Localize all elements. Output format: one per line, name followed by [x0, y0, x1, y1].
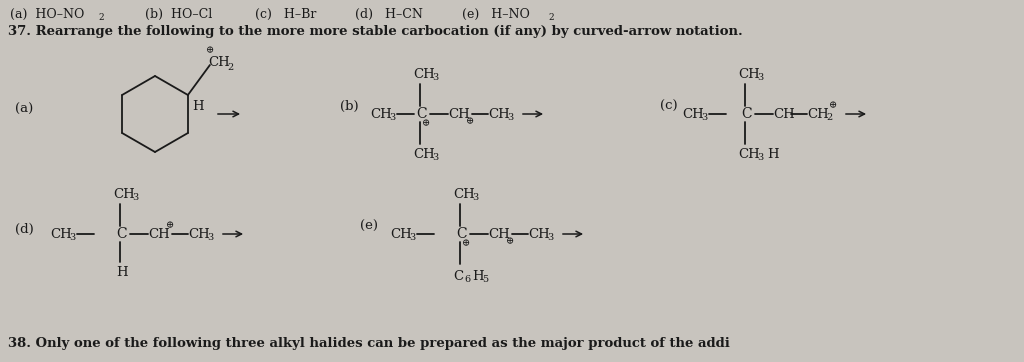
Text: C: C [453, 269, 463, 282]
Text: H: H [116, 265, 128, 278]
Text: CH: CH [453, 188, 475, 201]
Text: 38. Only one of the following three alkyl halides can be prepared as the major p: 38. Only one of the following three alky… [8, 337, 730, 350]
Text: 3: 3 [757, 153, 763, 163]
Text: (b): (b) [340, 100, 358, 113]
Text: CH: CH [488, 108, 510, 121]
Text: (a): (a) [15, 102, 33, 115]
Text: 2: 2 [227, 63, 233, 72]
Text: CH: CH [413, 67, 435, 80]
Text: C: C [456, 227, 467, 241]
Text: 3: 3 [757, 73, 763, 83]
Text: CH: CH [50, 227, 72, 240]
Text: (d)   H–CN: (d) H–CN [355, 8, 423, 21]
Text: 3: 3 [207, 233, 213, 243]
Text: H: H [767, 147, 778, 160]
Text: 3: 3 [472, 194, 478, 202]
Text: 3: 3 [389, 114, 395, 122]
Text: H: H [191, 101, 204, 114]
Text: CH: CH [113, 188, 135, 201]
Text: CH: CH [413, 147, 435, 160]
Text: CH: CH [188, 227, 210, 240]
Text: CH: CH [738, 147, 760, 160]
Text: CH: CH [528, 227, 550, 240]
Text: CH: CH [370, 108, 392, 121]
Text: 3: 3 [701, 114, 708, 122]
Text: 2: 2 [98, 13, 103, 22]
Text: (e): (e) [360, 219, 378, 232]
Text: (c): (c) [660, 100, 678, 113]
Text: ⊕: ⊕ [466, 118, 474, 126]
Text: ⊕: ⊕ [506, 237, 514, 247]
Text: (c)   H–Br: (c) H–Br [255, 8, 316, 21]
Text: CH: CH [390, 227, 412, 240]
Text: 3: 3 [409, 233, 416, 243]
Text: 37. Rearrange the following to the more more stable carbocation (if any) by curv: 37. Rearrange the following to the more … [8, 25, 742, 38]
Text: (d): (d) [15, 223, 34, 236]
Text: ⊕: ⊕ [206, 46, 214, 55]
Text: 3: 3 [132, 194, 138, 202]
Text: ⊕: ⊕ [166, 222, 174, 231]
Text: C: C [741, 107, 752, 121]
Text: ⊕: ⊕ [462, 240, 470, 248]
Text: CH: CH [807, 108, 828, 121]
Text: CH: CH [488, 227, 510, 240]
Text: CH: CH [682, 108, 703, 121]
Text: 3: 3 [69, 233, 75, 243]
Text: 3: 3 [547, 233, 553, 243]
Text: C: C [416, 107, 427, 121]
Text: CH: CH [148, 227, 170, 240]
Text: (e)   H–NO: (e) H–NO [462, 8, 529, 21]
Text: H: H [472, 269, 483, 282]
Text: 2: 2 [826, 114, 833, 122]
Text: 3: 3 [432, 73, 438, 83]
Text: CH: CH [738, 67, 760, 80]
Text: CH: CH [208, 56, 229, 70]
Text: ⊕: ⊕ [829, 101, 838, 110]
Text: 3: 3 [507, 114, 513, 122]
Text: ⊕: ⊕ [422, 119, 430, 129]
Text: CH: CH [449, 108, 470, 121]
Text: (a)  HO–NO: (a) HO–NO [10, 8, 84, 21]
Text: 5: 5 [482, 275, 488, 285]
Text: (b)  HO–Cl: (b) HO–Cl [145, 8, 212, 21]
Text: 3: 3 [432, 153, 438, 163]
Text: C: C [116, 227, 127, 241]
Text: CH: CH [773, 108, 795, 121]
Text: 6: 6 [464, 275, 470, 285]
Text: 2: 2 [548, 13, 554, 22]
